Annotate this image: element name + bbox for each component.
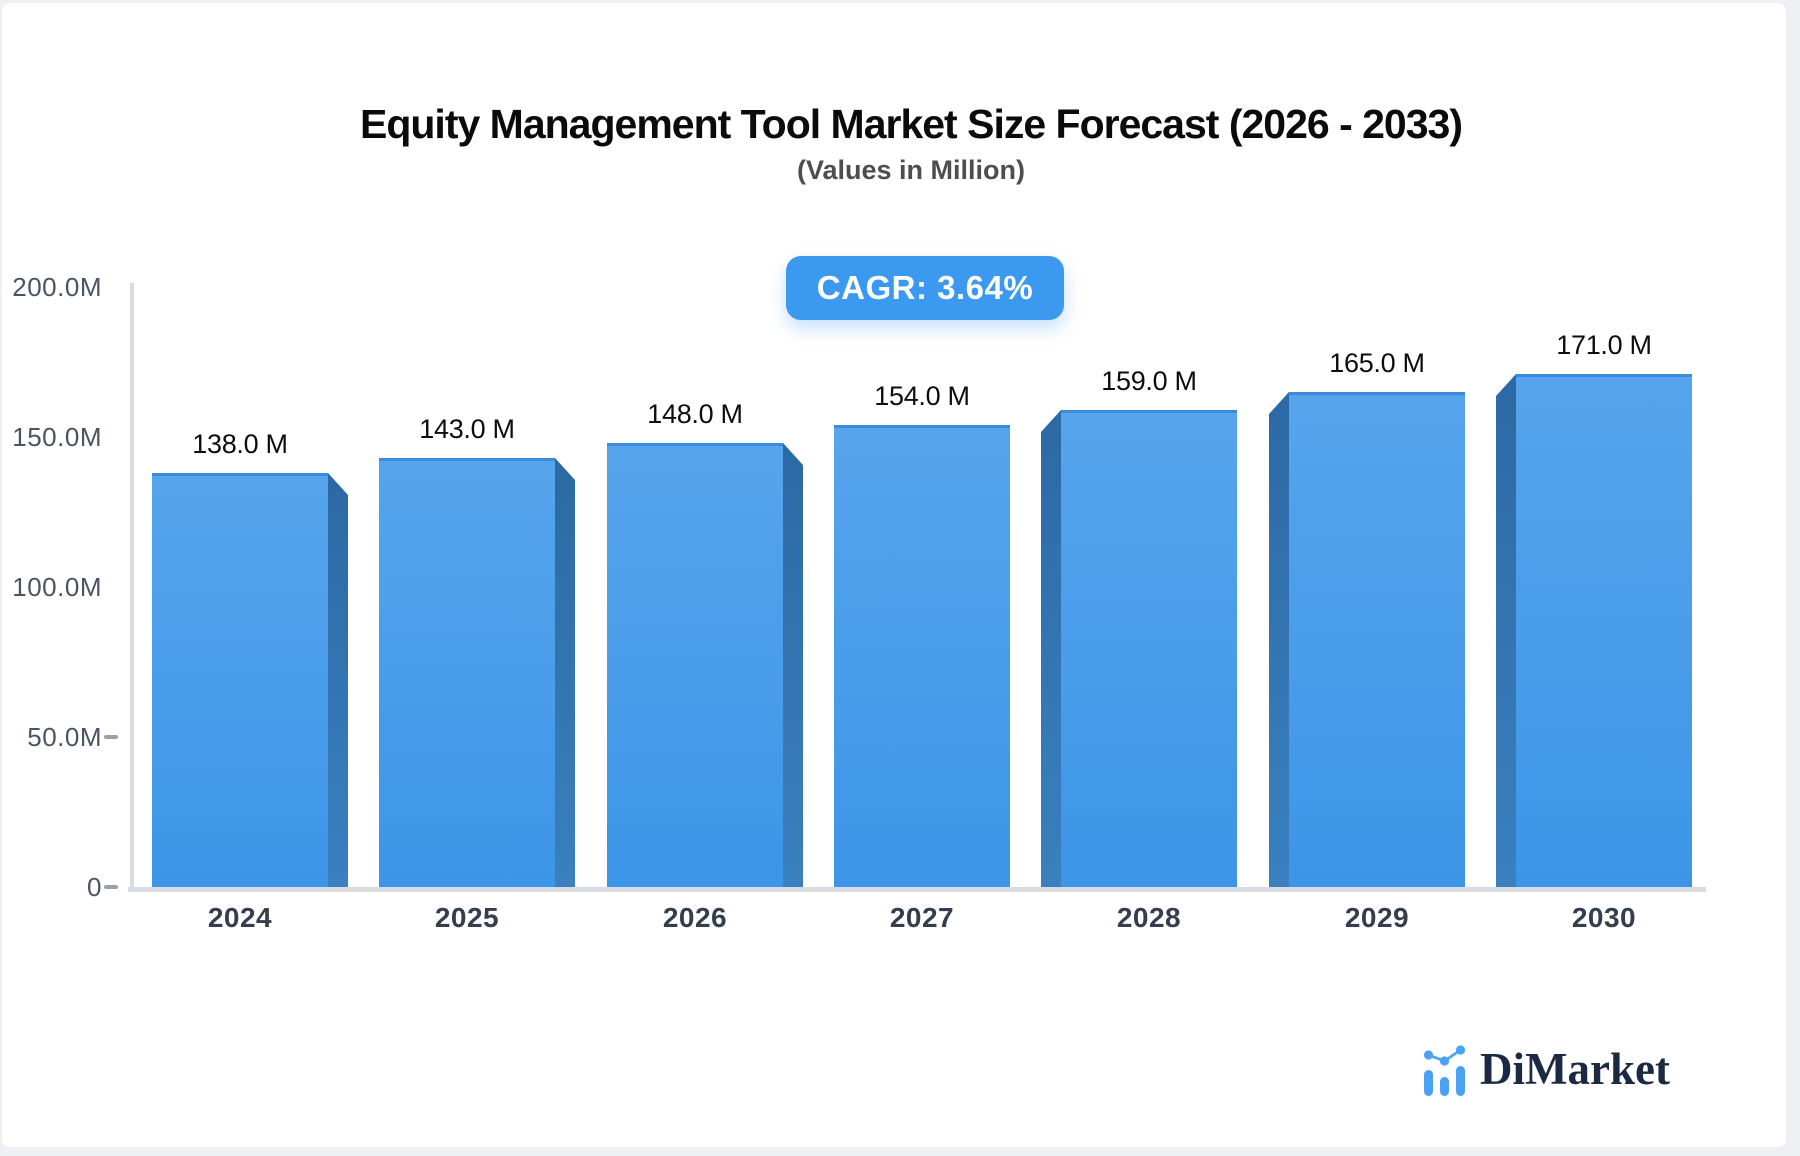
brand-logo: DiMarket	[1420, 1042, 1670, 1096]
bar-value-label-2025: 143.0 M	[419, 414, 515, 444]
bar-2030[interactable]	[1516, 374, 1692, 887]
bar-2028[interactable]	[1061, 410, 1237, 887]
x-tick-label-2025: 2025	[434, 902, 500, 933]
x-axis	[128, 887, 1706, 892]
bar-value-label-2028: 159.0 M	[1101, 366, 1197, 396]
bar-side-2024	[328, 473, 348, 887]
bar-side-2029	[1269, 392, 1289, 887]
y-tick-label-100.0M: 100.0M	[12, 572, 102, 602]
bar-value-label-2027: 154.0 M	[874, 381, 970, 411]
bar-value-label-2024: 138.0 M	[192, 429, 288, 459]
bar-2025[interactable]	[379, 458, 555, 887]
bar-value-label-2030: 171.0 M	[1556, 330, 1652, 360]
y-tick-label-150.0M: 150.0M	[12, 422, 102, 452]
bar-2026[interactable]	[607, 443, 783, 887]
y-tick-dash	[104, 735, 118, 739]
cagr-badge: CAGR: 3.64%	[786, 256, 1064, 320]
x-tick-label-2026: 2026	[662, 902, 728, 933]
bar-side-2028	[1041, 410, 1061, 887]
bar-2027[interactable]	[834, 425, 1010, 887]
brand-name: DiMarket	[1480, 1044, 1670, 1094]
chart-subtitle: (Values in Million)	[796, 155, 1026, 185]
bar-value-label-2029: 165.0 M	[1329, 348, 1425, 378]
y-tick-label-0: 0	[87, 872, 102, 902]
y-tick-label-50.0M: 50.0M	[27, 722, 102, 752]
bar-2024[interactable]	[152, 473, 328, 887]
bar-side-2030	[1496, 374, 1516, 887]
x-tick-label-2029: 2029	[1344, 902, 1410, 933]
bar-side-2025	[555, 458, 575, 887]
y-tick-dash	[104, 885, 118, 889]
x-tick-label-2030: 2030	[1571, 902, 1637, 933]
x-tick-label-2024: 2024	[207, 902, 273, 933]
bar-value-label-2026: 148.0 M	[647, 399, 743, 429]
y-tick-label-200.0M: 200.0M	[12, 272, 102, 302]
bar-2029[interactable]	[1289, 392, 1465, 887]
y-axis	[130, 283, 134, 891]
x-tick-label-2027: 2027	[889, 902, 955, 933]
chart-title: Equity Management Tool Market Size Forec…	[360, 101, 1463, 147]
x-tick-label-2028: 2028	[1116, 902, 1182, 933]
chart-card: Equity Management Tool Market Size Forec…	[2, 3, 1786, 1147]
bar-side-2026	[783, 443, 803, 887]
bar-chart-logo-icon	[1423, 1045, 1466, 1096]
